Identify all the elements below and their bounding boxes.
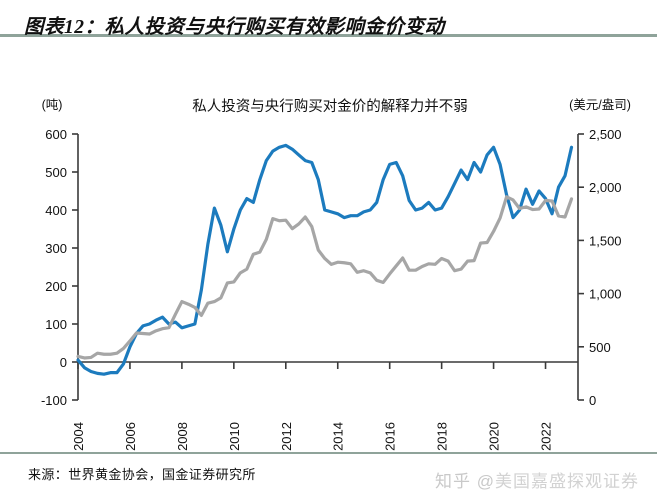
right-axis-tick-label: 1,500 <box>589 233 622 248</box>
left-axis-tick-label: 500 <box>45 165 67 180</box>
left-axis-tick-label: 200 <box>45 279 67 294</box>
left-axis-tick-label: 600 <box>45 127 67 142</box>
x-axis-tick-label: 2008 <box>175 422 190 451</box>
x-axis-tick-label: 2018 <box>435 422 450 451</box>
chart-container: 私人投资与央行购买对金价的解释力并不弱 (吨) (美元/盎司) -100 0 100… <box>0 37 657 452</box>
x-axis-tick-label: 2020 <box>487 422 502 451</box>
right-axis-tick-label: 2,000 <box>589 180 622 195</box>
x-axis: 2004 2006 2008 2010 2012 2014 2016 2018 2020 2022 <box>71 361 578 451</box>
line-chart: 私人投资与央行购买对金价的解释力并不弱 (吨) (美元/盎司) -100 0 100… <box>41 98 631 451</box>
left-axis-tick-label: 400 <box>45 203 67 218</box>
left-axis-tick-label: 300 <box>45 241 67 256</box>
right-axis-tick-label: 500 <box>589 340 611 355</box>
right-axis-tick-label: 2,500 <box>589 127 622 142</box>
x-axis-tick-label: 2016 <box>383 422 398 451</box>
header-divider <box>0 34 657 37</box>
x-axis-tick-label: 2022 <box>539 422 554 451</box>
x-axis-tick-label: 2012 <box>279 422 294 451</box>
page-title: 图表12：私人投资与央行购买有效影响金价变动 <box>24 17 445 38</box>
source-note: 来源：世界黄金协会，国金证券研究所 <box>28 467 256 482</box>
right-axis: 0 500 1,000 1,500 2,000 2,500 <box>577 127 622 408</box>
left-axis-tick-label: -100 <box>41 393 67 408</box>
right-axis-tick-label: 1,000 <box>589 287 622 302</box>
left-axis-tick-label: 100 <box>45 317 67 332</box>
left-axis: -100 0 100 200 300 400 500 600 <box>41 127 79 408</box>
series-line <box>76 195 574 360</box>
x-axis-tick-label: 2014 <box>331 422 346 451</box>
x-axis-tick-label: 2010 <box>227 422 242 451</box>
x-axis-tick-label: 2004 <box>71 422 86 451</box>
chart-subtitle: 私人投资与央行购买对金价的解释力并不弱 <box>192 98 468 115</box>
series-group <box>76 143 574 376</box>
right-axis-unit: (美元/盎司) <box>569 98 631 112</box>
left-axis-tick-label: 0 <box>60 355 67 370</box>
figure-header: 图表12：私人投资与央行购买有效影响金价变动 <box>0 0 657 38</box>
right-axis-tick-label: 0 <box>589 393 596 408</box>
footer-divider <box>0 452 657 454</box>
left-axis-unit: (吨) <box>42 98 63 112</box>
x-axis-tick-label: 2006 <box>123 422 138 451</box>
series-line <box>76 143 574 376</box>
